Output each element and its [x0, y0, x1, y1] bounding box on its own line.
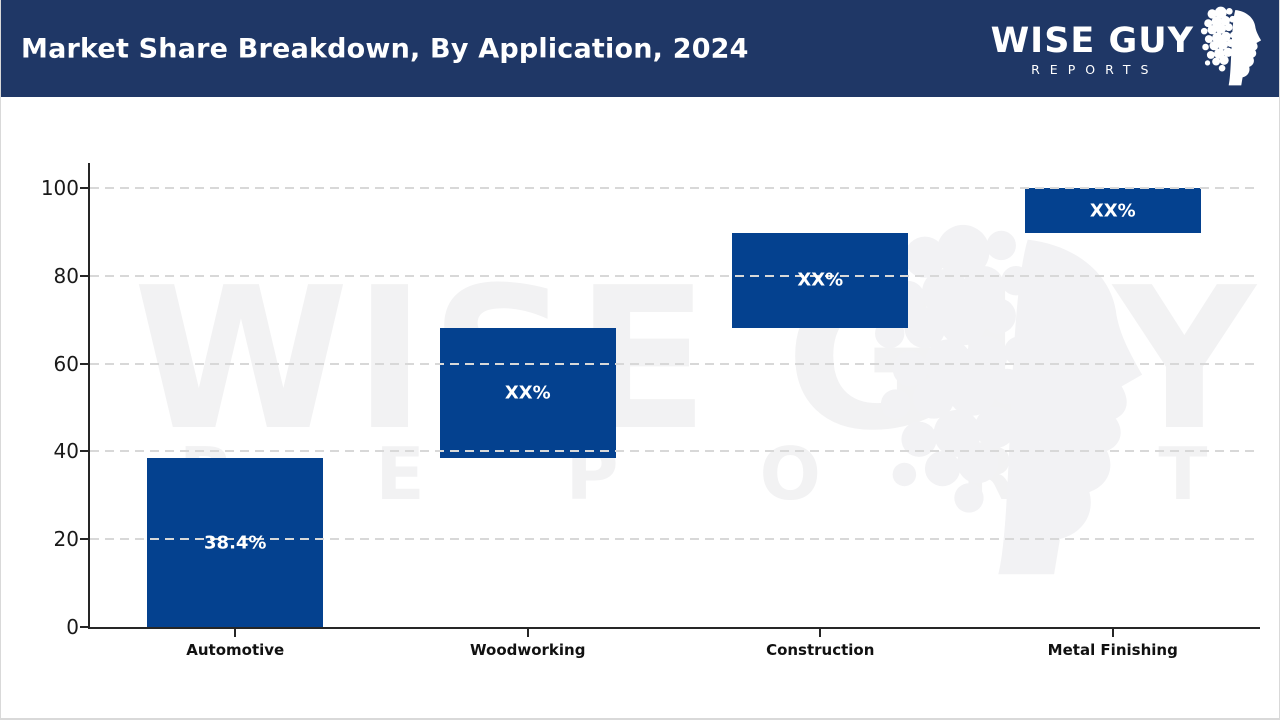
x-axis-category-label: Construction [766, 641, 875, 659]
y-axis-tick-mark [80, 538, 88, 541]
y-axis-tick-label: 40 [53, 439, 79, 464]
gridline [90, 362, 1259, 365]
waterfall-bar [1024, 188, 1201, 234]
gridline [90, 274, 1259, 277]
x-axis-tick-mark [526, 629, 529, 637]
bar-value-label: XX% [1089, 200, 1136, 222]
waterfall-chart: 0 20 40 60 80 100 38.4% Automotive XX% Woodworkin… [1, 97, 1279, 718]
bar-value-label: XX% [797, 269, 844, 291]
x-axis-tick-mark [1111, 629, 1114, 637]
gridline [90, 538, 1259, 541]
y-axis-tick-label: 100 [40, 176, 79, 200]
y-axis-tick-mark [80, 187, 88, 189]
x-axis-line [88, 627, 1260, 629]
x-axis-category-label: Woodworking [470, 641, 586, 659]
brand-logo: WISE GUY REPORTS [991, 6, 1268, 88]
y-axis-tick-label: 60 [53, 351, 79, 376]
y-axis-line [88, 163, 90, 629]
y-axis-tick-label: 20 [53, 527, 79, 552]
header-bar: Market Share Breakdown, By Application, … [1, 0, 1279, 97]
brand-head-icon [1200, 6, 1262, 86]
gridline [90, 187, 1259, 189]
waterfall-bar [147, 458, 324, 627]
page-title: Market Share Breakdown, By Application, … [21, 33, 749, 64]
brand-name: WISE GUY [990, 21, 1194, 62]
gridline [90, 450, 1259, 453]
bar-value-label: XX% [504, 382, 551, 404]
x-axis-category-label: Metal Finishing [1047, 641, 1178, 659]
y-axis-tick-mark [80, 450, 88, 453]
waterfall-bar [732, 233, 909, 328]
x-axis-category-label: Automotive [186, 641, 285, 659]
y-axis-tick-label: 0 [66, 615, 79, 639]
brand-subname: REPORTS [1031, 61, 1159, 77]
y-axis-tick-label: 80 [53, 263, 79, 288]
brand-logo-text: WISE GUY REPORTS [991, 23, 1194, 77]
y-axis-tick-mark [80, 626, 88, 628]
y-axis-tick-mark [80, 362, 88, 365]
waterfall-bar [439, 327, 616, 459]
y-axis-tick-mark [80, 274, 88, 277]
bar-value-label: 38.4% [204, 532, 267, 554]
x-axis-tick-mark [234, 629, 237, 637]
x-axis-tick-mark [819, 629, 822, 637]
